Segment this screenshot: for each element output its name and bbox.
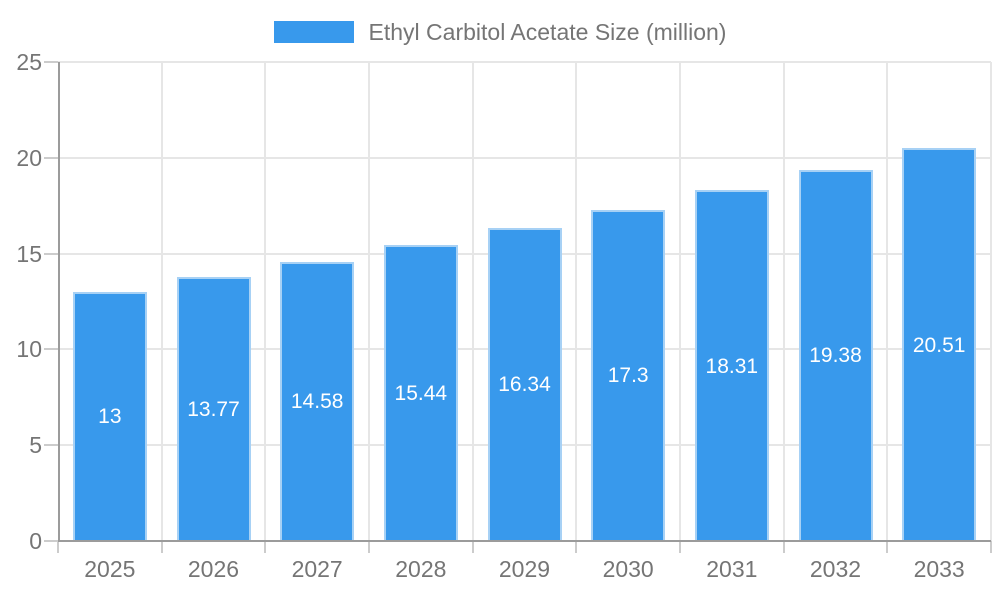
- legend-swatch: [273, 21, 354, 43]
- x-tick-label-2031: 2031: [706, 556, 758, 582]
- gridline-horizontal: [58, 61, 991, 63]
- x-axis-tick: [990, 541, 992, 553]
- bar-value-label: 20.51: [912, 333, 966, 357]
- plot-area: 0 5 10 15 20 25 13 13.77 14.58 15.44 16.34 17.3 18.3…: [16, 49, 992, 582]
- y-axis-tick: [44, 61, 58, 63]
- x-axis-tick: [886, 541, 889, 553]
- gridline-vertical: [471, 62, 474, 541]
- bar-2026[interactable]: 13.77: [176, 277, 251, 541]
- gridline-vertical: [782, 62, 785, 541]
- y-axis-tick: [44, 540, 58, 542]
- legend-label: Ethyl Carbitol Acetate Size (million): [368, 18, 727, 45]
- y-axis-tick: [44, 444, 58, 447]
- gridline-vertical: [368, 62, 370, 541]
- bar-2031[interactable]: 18.31: [694, 190, 769, 541]
- gridline-vertical: [160, 62, 163, 541]
- gridline-vertical: [575, 62, 578, 541]
- bar-value-label: 13: [98, 405, 122, 429]
- x-axis-tick: [575, 541, 578, 553]
- bar-value-label: 17.3: [607, 364, 649, 388]
- gridline-horizontal: [58, 156, 991, 159]
- x-axis-tick: [782, 541, 785, 553]
- x-axis-line: [58, 540, 991, 542]
- y-axis-tick: [44, 156, 58, 159]
- x-tick-label-2033: 2033: [913, 556, 965, 582]
- x-tick-label-2029: 2029: [498, 556, 551, 582]
- y-tick-label: 15: [16, 240, 42, 267]
- bar-value-label: 13.77: [187, 398, 240, 422]
- y-tick-label: 5: [29, 432, 42, 459]
- x-axis-tick: [57, 541, 59, 553]
- y-axis-tick: [44, 252, 58, 255]
- bar-2033[interactable]: 20.51: [902, 148, 977, 541]
- x-axis-tick: [264, 541, 267, 553]
- y-tick-label: 25: [16, 49, 42, 75]
- bar-value-label: 15.44: [394, 382, 448, 406]
- legend-item[interactable]: Ethyl Carbitol Acetate Size (million): [0, 16, 1000, 48]
- x-tick-label-2030: 2030: [602, 556, 654, 582]
- bar-2029[interactable]: 16.34: [487, 227, 562, 541]
- bar-2025[interactable]: 13: [72, 291, 147, 541]
- gridline-vertical: [886, 62, 889, 541]
- x-axis-tick: [679, 541, 681, 553]
- bar-value-label: 19.38: [809, 344, 862, 368]
- x-tick-label-2028: 2028: [395, 556, 447, 582]
- gridline-vertical: [990, 62, 992, 541]
- x-tick-label-2026: 2026: [187, 556, 240, 582]
- bar-value-label: 18.31: [705, 354, 759, 378]
- bar-2027[interactable]: 14.58: [280, 261, 355, 541]
- bar-2032[interactable]: 19.38: [798, 169, 873, 541]
- x-tick-label-2027: 2027: [291, 556, 343, 582]
- y-axis-tick: [44, 348, 58, 351]
- bar-2030[interactable]: 17.3: [591, 209, 666, 541]
- y-axis-line: [58, 62, 60, 541]
- bar-value-label: 16.34: [498, 373, 551, 397]
- x-axis-tick: [160, 541, 163, 553]
- bar-2028[interactable]: 15.44: [383, 245, 458, 541]
- y-tick-label: 10: [16, 336, 42, 363]
- x-tick-label-2025: 2025: [84, 556, 136, 582]
- gridline-vertical: [679, 62, 681, 541]
- bar-value-label: 14.58: [290, 390, 344, 414]
- x-axis-tick: [471, 541, 474, 553]
- gridline-vertical: [264, 62, 267, 541]
- x-axis-tick: [368, 541, 370, 553]
- y-tick-label: 0: [29, 528, 42, 554]
- x-tick-label-2032: 2032: [809, 556, 862, 582]
- y-tick-label: 20: [16, 144, 42, 171]
